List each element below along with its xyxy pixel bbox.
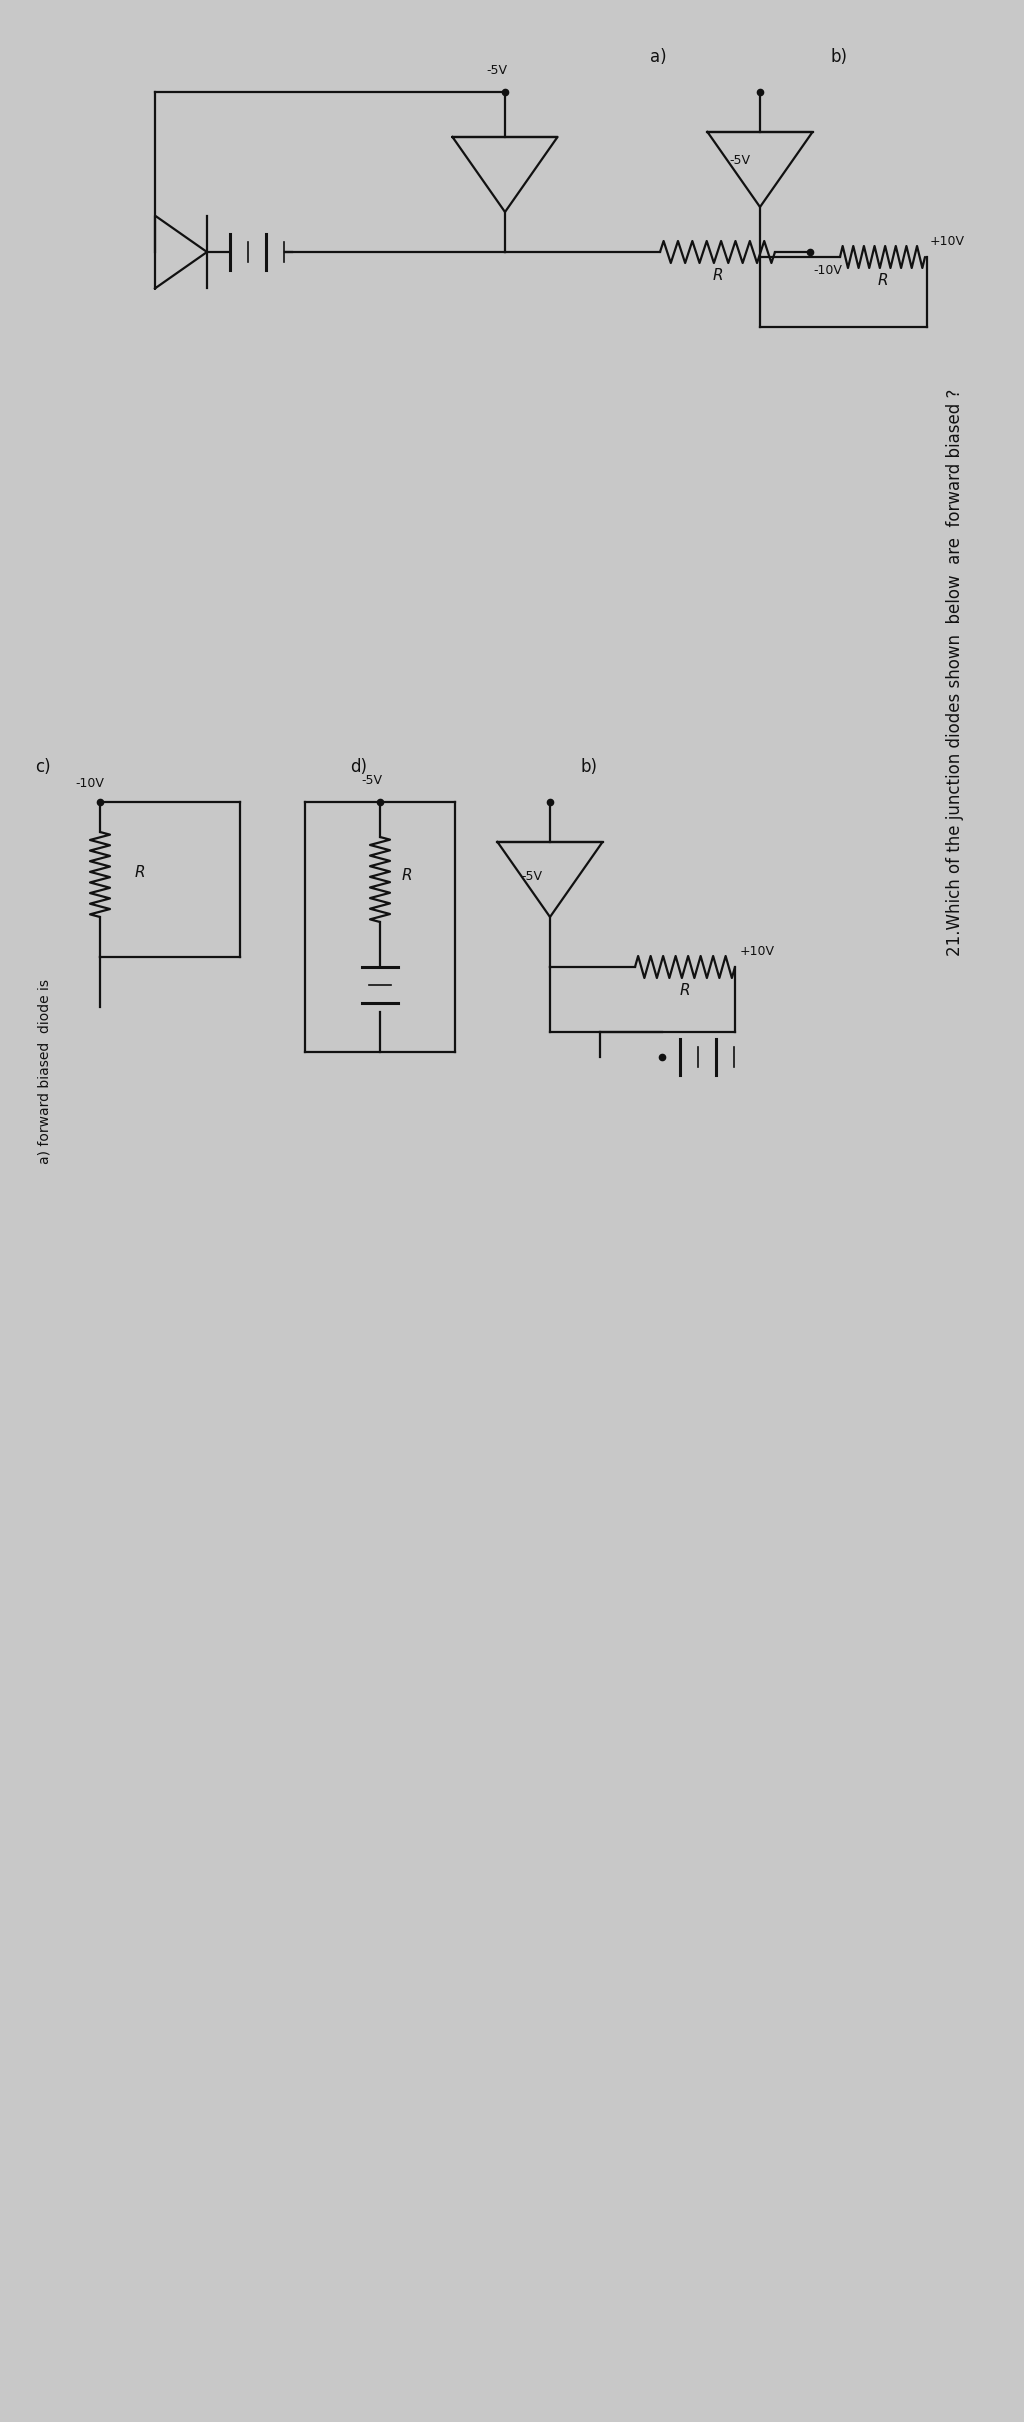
Text: a) forward biased  diode is: a) forward biased diode is [38,978,52,1165]
Text: b): b) [580,758,597,775]
Text: R: R [878,274,888,288]
Text: -10V: -10V [75,777,103,790]
Text: -10V: -10V [813,264,842,276]
Text: R: R [680,983,690,998]
Text: -5V: -5V [521,869,542,882]
Text: -5V: -5V [729,155,750,167]
Text: b): b) [830,48,847,65]
Text: a): a) [650,48,667,65]
Text: R: R [135,865,145,879]
Text: +10V: +10V [930,235,965,247]
Text: R: R [712,269,723,283]
Text: d): d) [350,758,367,775]
Text: 21.Which of the junction diodes shown  below  are  forward biased ?: 21.Which of the junction diodes shown be… [946,388,964,957]
Text: R: R [402,867,413,884]
Text: c): c) [35,758,50,775]
Text: -5V: -5V [486,63,508,78]
Text: +10V: +10V [740,945,775,959]
Text: -5V: -5V [361,775,383,787]
